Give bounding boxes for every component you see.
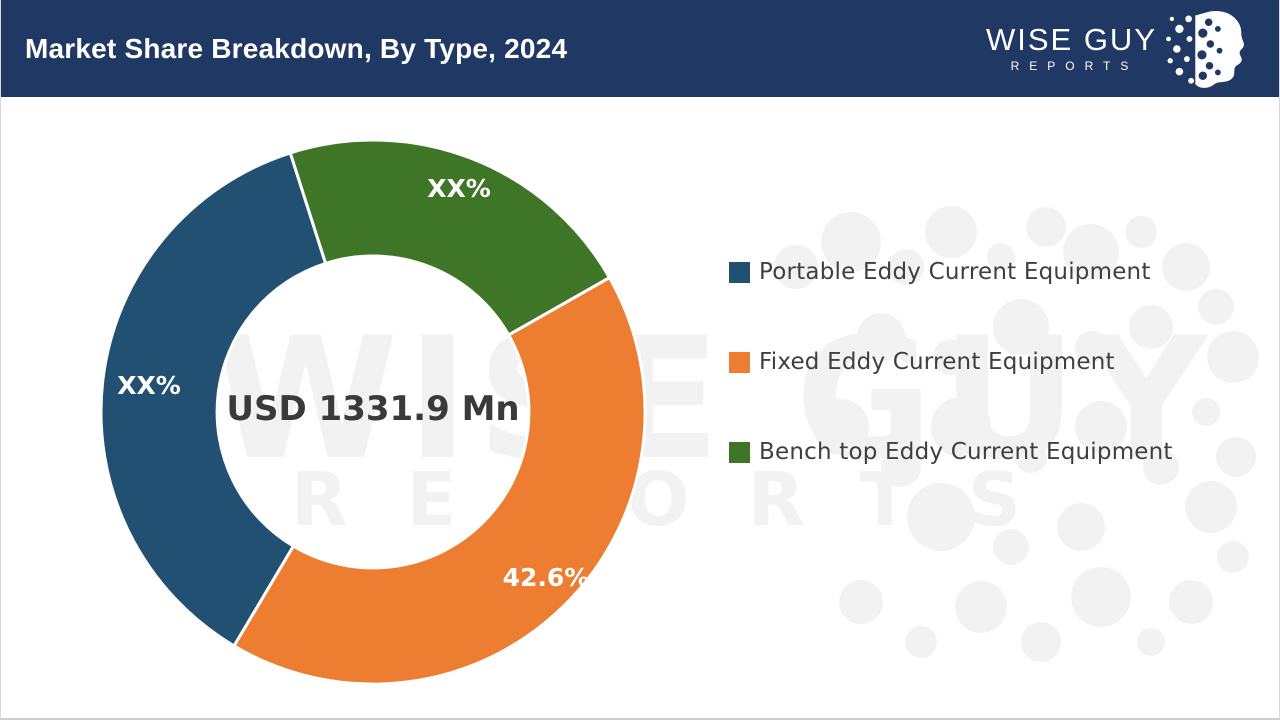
header-bar: Market Share Breakdown, By Type, 2024 WI… <box>1 0 1279 97</box>
legend-swatch-portable <box>729 261 750 283</box>
slice-portable-eddy-current-equipment <box>99 151 328 648</box>
page-title: Market Share Breakdown, By Type, 2024 <box>25 32 568 64</box>
donut-center-value: USD 1331.9 Mn <box>226 389 519 429</box>
slice-fixed-eddy-current-equipment <box>232 276 647 686</box>
slice-label-fixed: 42.6% <box>503 563 590 592</box>
logo-subtitle: REPORTS <box>1010 58 1139 73</box>
legend-swatch-fixed <box>729 351 750 373</box>
slice-label-bench-top: XX% <box>427 174 491 203</box>
slice-bench-top-eddy-current-equipment <box>288 138 611 337</box>
watermark-face-dots <box>774 206 1259 662</box>
slice-label-portable: XX% <box>117 371 181 400</box>
legend-item-fixed: Fixed Eddy Current Equipment <box>729 347 1173 377</box>
legend-label-fixed: Fixed Eddy Current Equipment <box>759 349 1115 375</box>
logo-wordmark: WISE GUY <box>985 22 1157 58</box>
watermark: WISE GUY REPORTS <box>213 206 1259 662</box>
logo-text: WISE GUY REPORTS <box>986 24 1157 73</box>
logo-face-icon <box>1166 10 1244 88</box>
legend-item-bench-top: Bench top Eddy Current Equipment <box>729 437 1173 467</box>
legend-label-bench-top: Bench top Eddy Current Equipment <box>759 439 1173 465</box>
legend: Portable Eddy Current Equipment Fixed Ed… <box>729 257 1173 467</box>
legend-label-portable: Portable Eddy Current Equipment <box>759 259 1151 285</box>
wise-guy-reports-logo: WISE GUY REPORTS <box>986 7 1253 91</box>
legend-swatch-bench-top <box>729 441 750 463</box>
donut-chart: WISE GUY REPORTS <box>99 138 1259 686</box>
legend-item-portable: Portable Eddy Current Equipment <box>729 257 1173 287</box>
chart-area: WISE GUY REPORTS <box>1 97 1280 718</box>
